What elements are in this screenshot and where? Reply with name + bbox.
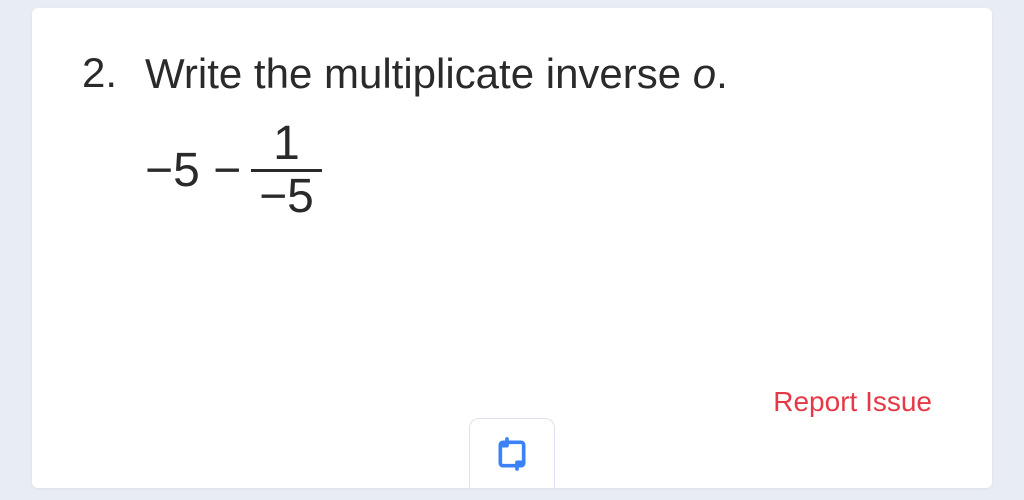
question-row: 2. Write the multiplicate inverse o. −5 …	[82, 48, 942, 222]
question-text-prefix: Write the multiplicate inverse	[145, 50, 693, 97]
question-number: 2.	[82, 48, 117, 98]
fraction-numerator: 1	[263, 119, 310, 169]
refresh-button[interactable]	[469, 418, 555, 488]
question-text: Write the multiplicate inverse o.	[145, 48, 942, 101]
question-card: 2. Write the multiplicate inverse o. −5 …	[32, 8, 992, 488]
question-body: Write the multiplicate inverse o. −5 − 1…	[145, 48, 942, 222]
math-expression: −5 − 1 −5	[145, 119, 942, 223]
question-text-suffix: .	[716, 50, 728, 97]
math-fraction: 1 −5	[251, 119, 322, 223]
refresh-icon	[492, 434, 532, 474]
fraction-denominator: −5	[251, 172, 322, 222]
report-issue-link[interactable]: Report Issue	[773, 386, 932, 418]
math-leading: −5 −	[145, 143, 251, 198]
question-variable: o	[693, 50, 716, 97]
